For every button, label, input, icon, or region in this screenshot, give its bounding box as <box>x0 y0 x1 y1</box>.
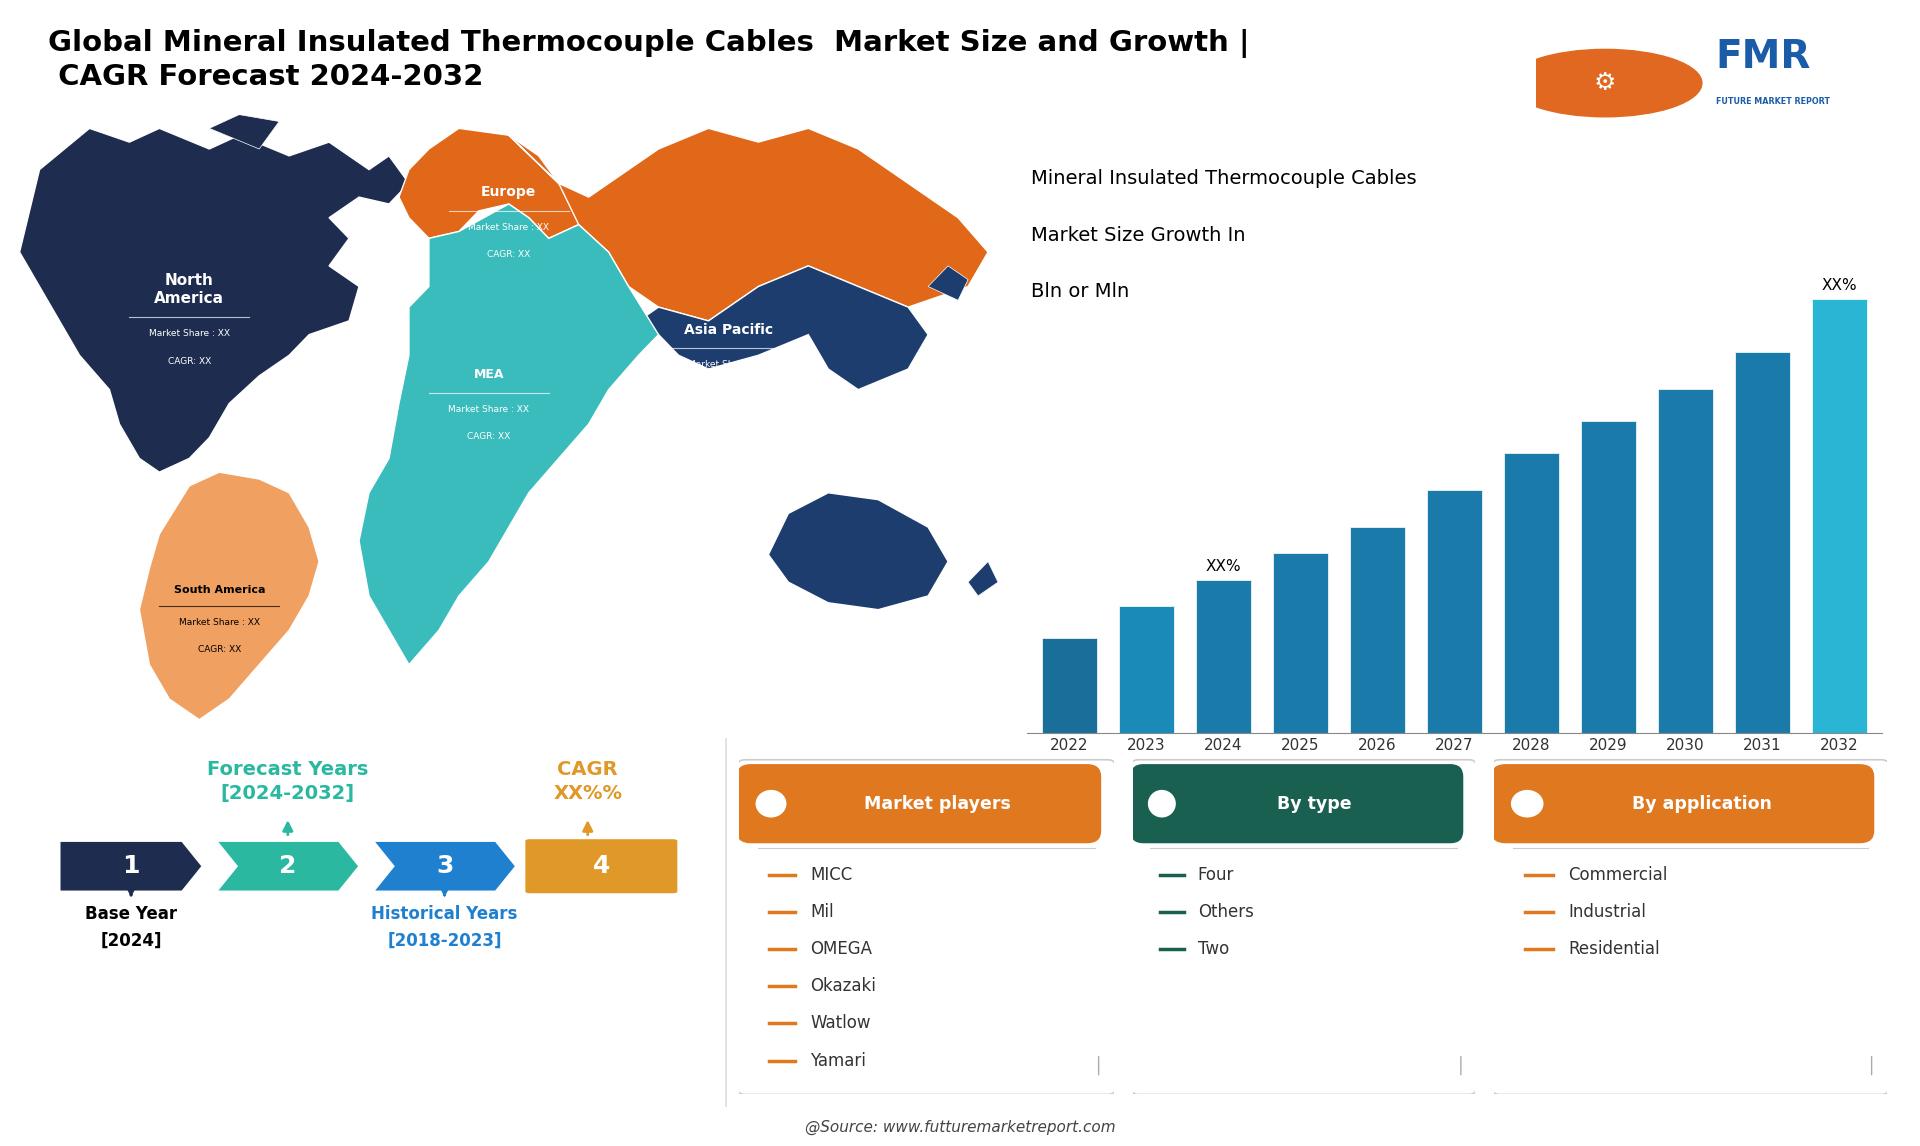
Bar <box>1657 390 1713 733</box>
Text: Market Share : XX: Market Share : XX <box>449 405 530 414</box>
Text: Residential: Residential <box>1569 940 1661 958</box>
FancyBboxPatch shape <box>737 764 1100 842</box>
Polygon shape <box>509 128 989 321</box>
Text: 2: 2 <box>278 854 296 878</box>
Text: MEA: MEA <box>474 368 505 382</box>
Bar <box>1427 490 1482 733</box>
FancyBboxPatch shape <box>1131 760 1476 1094</box>
Text: North
America: North America <box>154 274 225 306</box>
Text: Market Share : XX: Market Share : XX <box>150 329 230 338</box>
Circle shape <box>1146 788 1177 819</box>
Polygon shape <box>60 841 204 892</box>
Bar <box>1273 554 1329 733</box>
Text: Market Share : XX: Market Share : XX <box>687 360 768 369</box>
Text: By type: By type <box>1277 794 1352 813</box>
Text: 3: 3 <box>436 854 453 878</box>
Text: XX%: XX% <box>1822 278 1857 293</box>
Text: Watlow: Watlow <box>810 1014 872 1033</box>
FancyBboxPatch shape <box>1492 764 1874 842</box>
Text: Mineral Insulated Thermocouple Cables: Mineral Insulated Thermocouple Cables <box>1031 170 1417 188</box>
Polygon shape <box>399 128 589 238</box>
Text: @Source: www.futturemarketreport.com: @Source: www.futturemarketreport.com <box>804 1120 1116 1135</box>
Text: FUTURE MARKET REPORT: FUTURE MARKET REPORT <box>1716 96 1830 105</box>
Text: CAGR: XX: CAGR: XX <box>488 250 530 259</box>
Text: Okazaki: Okazaki <box>810 978 876 995</box>
Polygon shape <box>927 266 968 300</box>
Text: CAGR Forecast 2024-2032: CAGR Forecast 2024-2032 <box>48 63 484 91</box>
Polygon shape <box>19 128 409 472</box>
Text: Market players: Market players <box>864 794 1012 813</box>
Polygon shape <box>209 115 278 149</box>
Text: MICC: MICC <box>810 865 852 884</box>
Bar <box>1043 638 1096 733</box>
Text: Yamari: Yamari <box>810 1052 866 1069</box>
Text: Historical Years: Historical Years <box>371 904 518 923</box>
Polygon shape <box>968 562 998 596</box>
Polygon shape <box>217 841 359 892</box>
Text: OMEGA: OMEGA <box>810 940 872 958</box>
Polygon shape <box>372 841 516 892</box>
Text: Four: Four <box>1198 865 1235 884</box>
Bar <box>1503 453 1559 733</box>
Bar <box>1119 606 1175 733</box>
FancyBboxPatch shape <box>1131 764 1463 842</box>
Text: 1: 1 <box>123 854 140 878</box>
Text: Others: Others <box>1198 903 1254 921</box>
Text: [2018-2023]: [2018-2023] <box>388 932 501 950</box>
Text: CAGR: XX: CAGR: XX <box>198 645 240 654</box>
Text: Forecast Years: Forecast Years <box>207 761 369 779</box>
Text: CAGR: XX: CAGR: XX <box>167 356 211 366</box>
Text: Base Year: Base Year <box>84 904 177 923</box>
Polygon shape <box>768 493 948 610</box>
Text: CAGR: XX: CAGR: XX <box>707 387 751 397</box>
Text: South America: South America <box>173 584 265 595</box>
Text: Market Share : XX: Market Share : XX <box>179 618 259 627</box>
Text: Industrial: Industrial <box>1569 903 1647 921</box>
Bar <box>1196 580 1252 733</box>
Text: Asia Pacific: Asia Pacific <box>684 323 774 337</box>
Text: By application: By application <box>1632 794 1772 813</box>
Polygon shape <box>359 204 659 665</box>
Bar <box>1734 352 1789 733</box>
Text: Market Share : XX: Market Share : XX <box>468 222 549 231</box>
Text: 4: 4 <box>593 854 611 878</box>
Text: Commercial: Commercial <box>1569 865 1668 884</box>
Polygon shape <box>140 472 319 720</box>
Text: FMR: FMR <box>1716 38 1811 76</box>
Circle shape <box>1509 788 1546 819</box>
FancyBboxPatch shape <box>524 838 678 894</box>
Circle shape <box>1509 49 1701 117</box>
Polygon shape <box>639 266 927 390</box>
Bar <box>1812 299 1866 733</box>
Text: Europe: Europe <box>482 186 536 199</box>
Text: Global Mineral Insulated Thermocouple Cables  Market Size and Growth |: Global Mineral Insulated Thermocouple Ca… <box>48 29 1250 57</box>
Text: CAGR: CAGR <box>557 761 618 779</box>
Text: ⚙: ⚙ <box>1594 71 1617 95</box>
FancyBboxPatch shape <box>1492 760 1889 1094</box>
Circle shape <box>755 788 787 819</box>
Text: XX%: XX% <box>1206 558 1242 573</box>
FancyBboxPatch shape <box>737 760 1116 1094</box>
Text: [2024-2032]: [2024-2032] <box>221 784 355 803</box>
Text: Mil: Mil <box>810 903 833 921</box>
Text: XX%%: XX%% <box>553 784 622 803</box>
Text: Market Size Growth In: Market Size Growth In <box>1031 226 1246 244</box>
Text: Two: Two <box>1198 940 1229 958</box>
Text: Bln or Mln: Bln or Mln <box>1031 282 1129 301</box>
Text: CAGR: XX: CAGR: XX <box>467 432 511 441</box>
Text: [2024]: [2024] <box>100 932 161 950</box>
Bar <box>1580 421 1636 733</box>
Bar <box>1350 527 1405 733</box>
